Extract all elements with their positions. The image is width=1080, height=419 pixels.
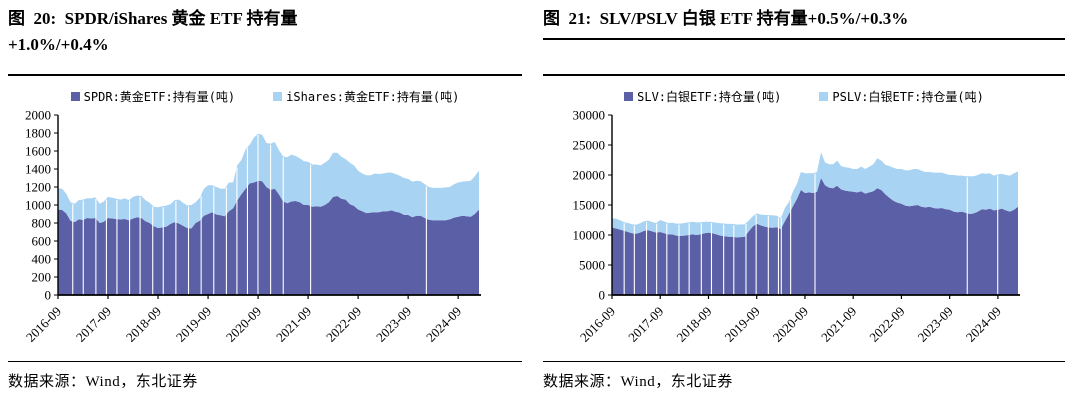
svg-text:2021-09: 2021-09 xyxy=(818,304,859,345)
figure-20-title: 图 20: SPDR/iShares 黄金 ETF 持有量 xyxy=(8,9,298,28)
svg-text:2018-09: 2018-09 xyxy=(123,304,164,345)
figure-20-panel: 图 20: SPDR/iShares 黄金 ETF 持有量 +1.0%/+0.4… xyxy=(8,6,522,391)
pslv-swatch-icon xyxy=(819,91,829,101)
figure-21-data-source-note: 数据来源：Wind，东北证券 xyxy=(543,374,733,390)
figure-21-title: 图 21: SLV/PSLV 白银 ETF 持有量+0.5%/+0.3% xyxy=(543,6,1065,40)
legend-item-ishares: iShares:黄金ETF:持有量(吨) xyxy=(273,88,459,105)
svg-text:2021-09: 2021-09 xyxy=(273,304,314,345)
svg-text:0: 0 xyxy=(599,288,606,303)
svg-text:25000: 25000 xyxy=(573,138,606,153)
figures-row: 图 20: SPDR/iShares 黄金 ETF 持有量 +1.0%/+0.4… xyxy=(8,6,1065,391)
svg-text:2024-09: 2024-09 xyxy=(423,304,464,345)
svg-text:2018-09: 2018-09 xyxy=(673,304,714,345)
svg-text:400: 400 xyxy=(32,252,52,267)
svg-text:2000: 2000 xyxy=(25,108,51,123)
svg-text:2019-09: 2019-09 xyxy=(173,304,214,345)
svg-text:1800: 1800 xyxy=(25,126,51,141)
svg-text:2023-09: 2023-09 xyxy=(915,304,956,345)
gold-chart-legend: SPDR:黄金ETF:持有量(吨) iShares:黄金ETF:持有量(吨) xyxy=(8,87,522,105)
svg-text:200: 200 xyxy=(32,270,52,285)
legend-label-pslv: PSLV:白银ETF:持仓量(吨) xyxy=(832,89,984,104)
svg-text:2020-09: 2020-09 xyxy=(223,304,264,345)
figure-21-source-divider xyxy=(543,361,1065,362)
svg-text:600: 600 xyxy=(32,234,52,249)
legend-label-spdr: SPDR:黄金ETF:持有量(吨) xyxy=(83,89,236,104)
svg-text:1200: 1200 xyxy=(25,180,51,195)
figure-21-panel: 图 21: SLV/PSLV 白银 ETF 持有量+0.5%/+0.3% SLV… xyxy=(543,6,1065,391)
gold-etf-stacked-area-chart: 0 200 400 600 800 1000 1200 1400 1600 1800 2000 201… xyxy=(23,108,481,345)
ishares-swatch-icon xyxy=(273,91,283,101)
legend-item-pslv: PSLV:白银ETF:持仓量(吨) xyxy=(819,88,984,105)
svg-text:10000: 10000 xyxy=(573,228,606,243)
figure-20-data-source-note: 数据来源：Wind，东北证券 xyxy=(8,374,198,390)
svg-text:2017-09: 2017-09 xyxy=(625,304,666,345)
svg-text:2024-09: 2024-09 xyxy=(963,304,1004,345)
figure-21-title-block: 图 21: SLV/PSLV 白银 ETF 持有量+0.5%/+0.3% xyxy=(543,6,1065,76)
svg-text:800: 800 xyxy=(32,216,52,231)
svg-text:2022-09: 2022-09 xyxy=(323,304,364,345)
slv-swatch-icon xyxy=(624,91,634,101)
silver-chart-legend: SLV:白银ETF:持仓量(吨) PSLV:白银ETF:持仓量(吨) xyxy=(543,87,1065,105)
svg-text:1400: 1400 xyxy=(25,162,51,177)
legend-label-slv: SLV:白银ETF:持仓量(吨) xyxy=(637,89,782,104)
figure-20-source-divider xyxy=(8,361,522,362)
svg-text:2023-09: 2023-09 xyxy=(373,304,414,345)
svg-text:1600: 1600 xyxy=(25,144,51,159)
legend-item-spdr: SPDR:黄金ETF:持有量(吨) xyxy=(70,88,236,105)
figure-20-title-block: 图 20: SPDR/iShares 黄金 ETF 持有量 +1.0%/+0.4… xyxy=(8,6,522,76)
svg-text:2016-09: 2016-09 xyxy=(577,304,618,345)
spdr-swatch-icon xyxy=(70,91,80,101)
svg-text:20000: 20000 xyxy=(573,168,606,183)
legend-label-ishares: iShares:黄金ETF:持有量(吨) xyxy=(286,89,460,104)
svg-text:5000: 5000 xyxy=(579,258,605,273)
svg-text:2016-09: 2016-09 xyxy=(23,304,64,345)
svg-text:15000: 15000 xyxy=(573,198,606,213)
legend-item-slv: SLV:白银ETF:持仓量(吨) xyxy=(624,88,781,105)
svg-text:30000: 30000 xyxy=(573,108,606,123)
svg-text:2020-09: 2020-09 xyxy=(770,304,811,345)
svg-text:0: 0 xyxy=(45,288,52,303)
svg-text:2019-09: 2019-09 xyxy=(722,304,763,345)
figure-20-title-change: +1.0%/+0.4% xyxy=(8,35,109,54)
svg-text:2017-09: 2017-09 xyxy=(73,304,114,345)
svg-text:1000: 1000 xyxy=(25,198,51,213)
svg-text:2022-09: 2022-09 xyxy=(866,304,907,345)
